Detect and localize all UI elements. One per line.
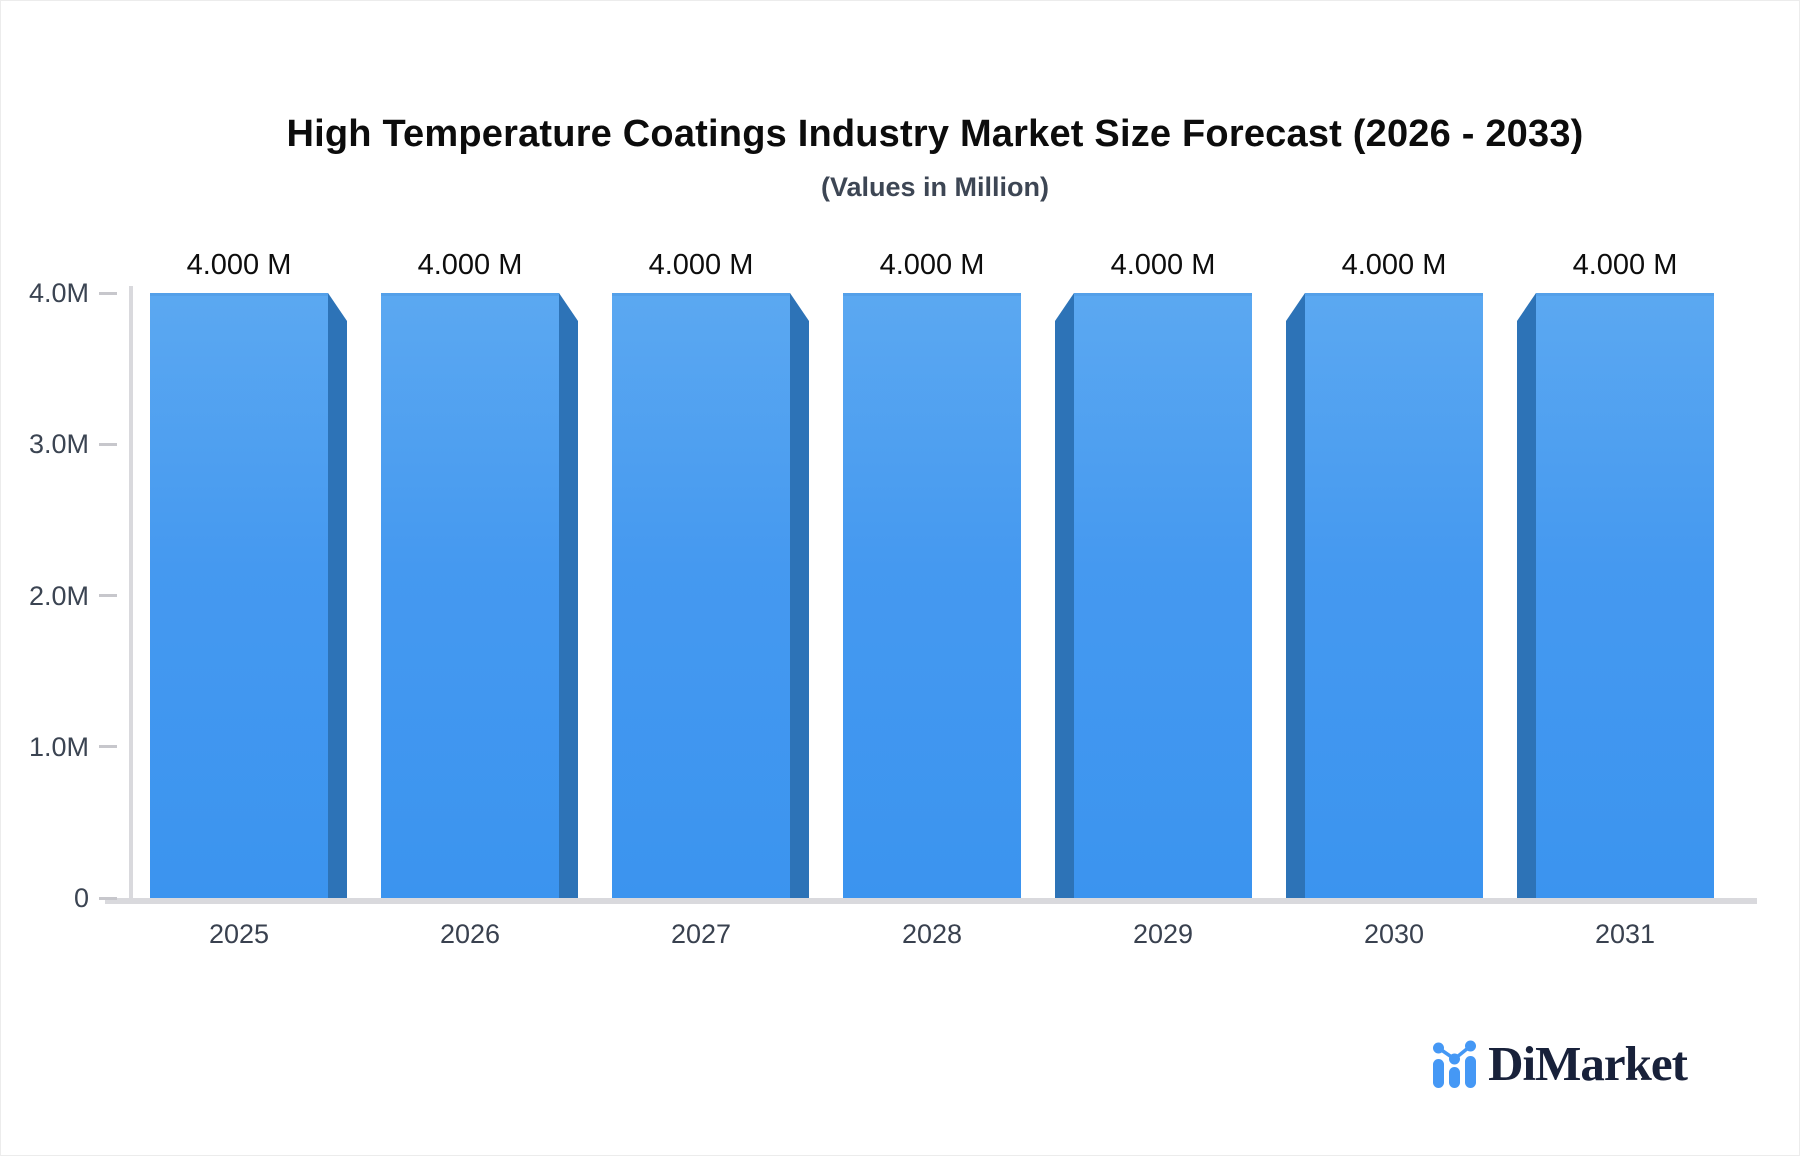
y-tick-label: 3.0M (28, 429, 89, 460)
y-axis-line (129, 286, 133, 903)
bar-side-face (1055, 293, 1074, 898)
bar-value-label: 4.000 M (1110, 249, 1216, 281)
chart-subtitle: (Values in Million) (820, 172, 1050, 202)
y-tick-label: 2.0M (28, 580, 89, 611)
brand-logo: DiMarket (1430, 1036, 1688, 1091)
x-axis-label: 2029 (1132, 919, 1194, 949)
bar (150, 293, 328, 898)
x-axis-label: 2028 (901, 919, 963, 949)
y-tick-dash (99, 594, 117, 597)
bar (381, 293, 559, 898)
y-tick-label: 1.0M (28, 731, 89, 762)
bar (1305, 293, 1483, 898)
y-tick-dash (99, 291, 117, 295)
bar-value-label: 4.000 M (648, 249, 754, 281)
x-axis-label: 2031 (1594, 919, 1656, 949)
x-axis-label: 2030 (1363, 919, 1425, 949)
bar (612, 293, 790, 898)
chart-title: High Temperature Coatings Industry Marke… (286, 113, 1584, 155)
bar-side-face (1286, 293, 1305, 898)
x-axis-label: 2025 (208, 919, 270, 949)
x-axis-line (105, 898, 1757, 904)
bar-value-label: 4.000 M (1341, 249, 1447, 281)
bar-value-label: 4.000 M (1572, 249, 1678, 281)
bar-side-face (790, 293, 809, 898)
bar (1074, 293, 1252, 898)
bar-side-face (559, 293, 578, 898)
brand-name: DiMarket (1488, 1036, 1688, 1091)
bar (843, 293, 1021, 898)
chart-header: High Temperature Coatings Industry Marke… (69, 1, 1799, 203)
bar-value-label: 4.000 M (186, 249, 292, 281)
bar-value-label: 4.000 M (879, 249, 985, 281)
y-tick-label: 4.0M (28, 278, 89, 308)
y-tick-dash (99, 442, 117, 446)
y-tick-dash (99, 745, 117, 749)
bar (1536, 293, 1714, 898)
bar-line-chart-icon (1433, 1040, 1477, 1088)
y-tick-dash (99, 896, 117, 900)
bar-side-face (328, 293, 347, 898)
y-tick-label: 0 (73, 883, 89, 913)
x-axis-label: 2026 (439, 919, 501, 949)
bar-value-label: 4.000 M (417, 249, 523, 281)
bar-side-face (1517, 293, 1536, 898)
x-axis-label: 2027 (670, 919, 732, 949)
